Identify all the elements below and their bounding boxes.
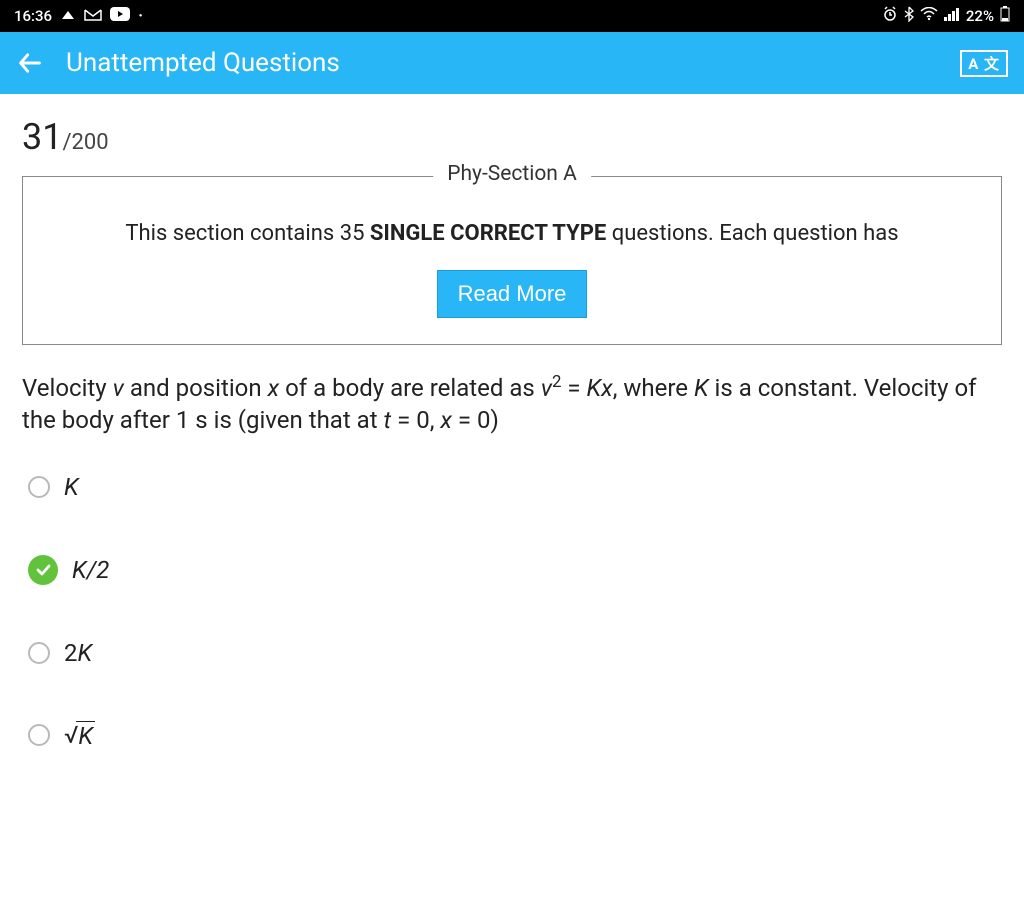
total-questions: /200: [62, 130, 108, 155]
alarm-icon: [882, 6, 898, 26]
gmail-icon: [84, 7, 102, 25]
main-content: 31/200 Phy-Section A This section contai…: [0, 94, 1024, 750]
current-question-number: 31: [22, 116, 62, 158]
status-notif-icons: [60, 8, 76, 24]
app-header: Unattempted Questions A 文: [0, 32, 1024, 94]
radio-unchecked-icon: [28, 642, 50, 664]
header-title: Unattempted Questions: [66, 48, 960, 78]
youtube-icon: [110, 7, 130, 25]
read-more-button[interactable]: Read More: [437, 270, 588, 318]
option-d[interactable]: √K: [28, 721, 1002, 750]
battery-percent: 22%: [966, 7, 994, 25]
radio-unchecked-icon: [28, 476, 50, 498]
question-text: Velocity v and position x of a body are …: [22, 371, 1002, 437]
option-a[interactable]: K: [28, 473, 1002, 501]
status-left: 16:36 ·: [14, 6, 143, 27]
option-c-label: 2K: [64, 639, 92, 667]
option-b[interactable]: K/2: [28, 555, 1002, 585]
bluetooth-icon: [904, 6, 914, 26]
back-button[interactable]: [16, 49, 44, 77]
status-time: 16:36: [14, 7, 52, 25]
language-toggle[interactable]: A 文: [960, 50, 1008, 77]
signal-icon: [944, 7, 960, 25]
android-status-bar: 16:36 · 22%: [0, 0, 1024, 32]
radio-unchecked-icon: [28, 724, 50, 746]
option-d-label: √K: [64, 721, 95, 750]
option-b-label: K/2: [72, 556, 109, 584]
answer-options: K K/2 2K √K: [22, 473, 1002, 750]
radio-checked-icon: [28, 555, 58, 585]
dot-icon: ·: [138, 6, 143, 27]
section-description: This section contains 35 SINGLE CORRECT …: [45, 217, 979, 250]
status-right: 22%: [882, 6, 1010, 26]
question-counter: 31/200: [22, 116, 1002, 158]
section-info-box: Phy-Section A This section contains 35 S…: [22, 176, 1002, 345]
option-c[interactable]: 2K: [28, 639, 1002, 667]
battery-icon: [1000, 6, 1010, 26]
wifi-icon: [920, 7, 938, 25]
section-legend: Phy-Section A: [433, 162, 591, 186]
option-a-label: K: [64, 473, 79, 501]
